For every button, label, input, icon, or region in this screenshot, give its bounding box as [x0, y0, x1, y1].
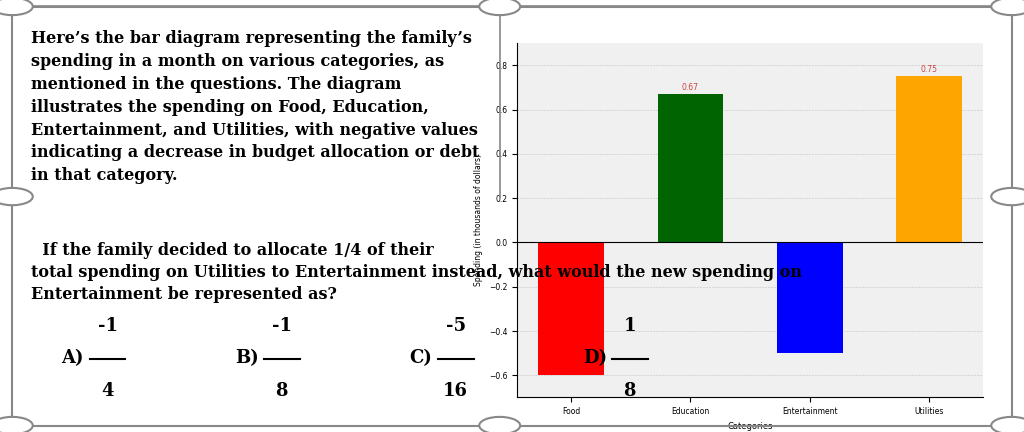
Text: 1: 1	[624, 317, 636, 335]
Y-axis label: Spending (in thousands of dollars): Spending (in thousands of dollars)	[474, 154, 483, 286]
Text: 16: 16	[443, 382, 468, 400]
Bar	[657, 94, 723, 242]
Text: 0.75: 0.75	[921, 65, 938, 74]
Text: 8: 8	[624, 382, 636, 400]
Text: Here’s the bar diagram representing the family’s
spending in a month on various : Here’s the bar diagram representing the …	[31, 30, 479, 184]
Text: -1: -1	[271, 317, 292, 335]
Text: 0.67: 0.67	[682, 83, 699, 92]
Text: C): C)	[410, 349, 432, 368]
Text: 4: 4	[101, 382, 114, 400]
X-axis label: Categories: Categories	[727, 422, 773, 431]
Text: A): A)	[61, 349, 84, 368]
Bar	[777, 242, 843, 353]
Text: B): B)	[236, 349, 259, 368]
Bar	[896, 76, 962, 242]
Text: If the family decided to allocate 1/4 of their
total spending on Utilities to En: If the family decided to allocate 1/4 of…	[31, 242, 802, 303]
Text: 8: 8	[275, 382, 288, 400]
Text: -1: -1	[97, 317, 118, 335]
Text: -5: -5	[445, 317, 466, 335]
Text: D): D)	[584, 349, 608, 368]
Bar	[539, 242, 604, 375]
